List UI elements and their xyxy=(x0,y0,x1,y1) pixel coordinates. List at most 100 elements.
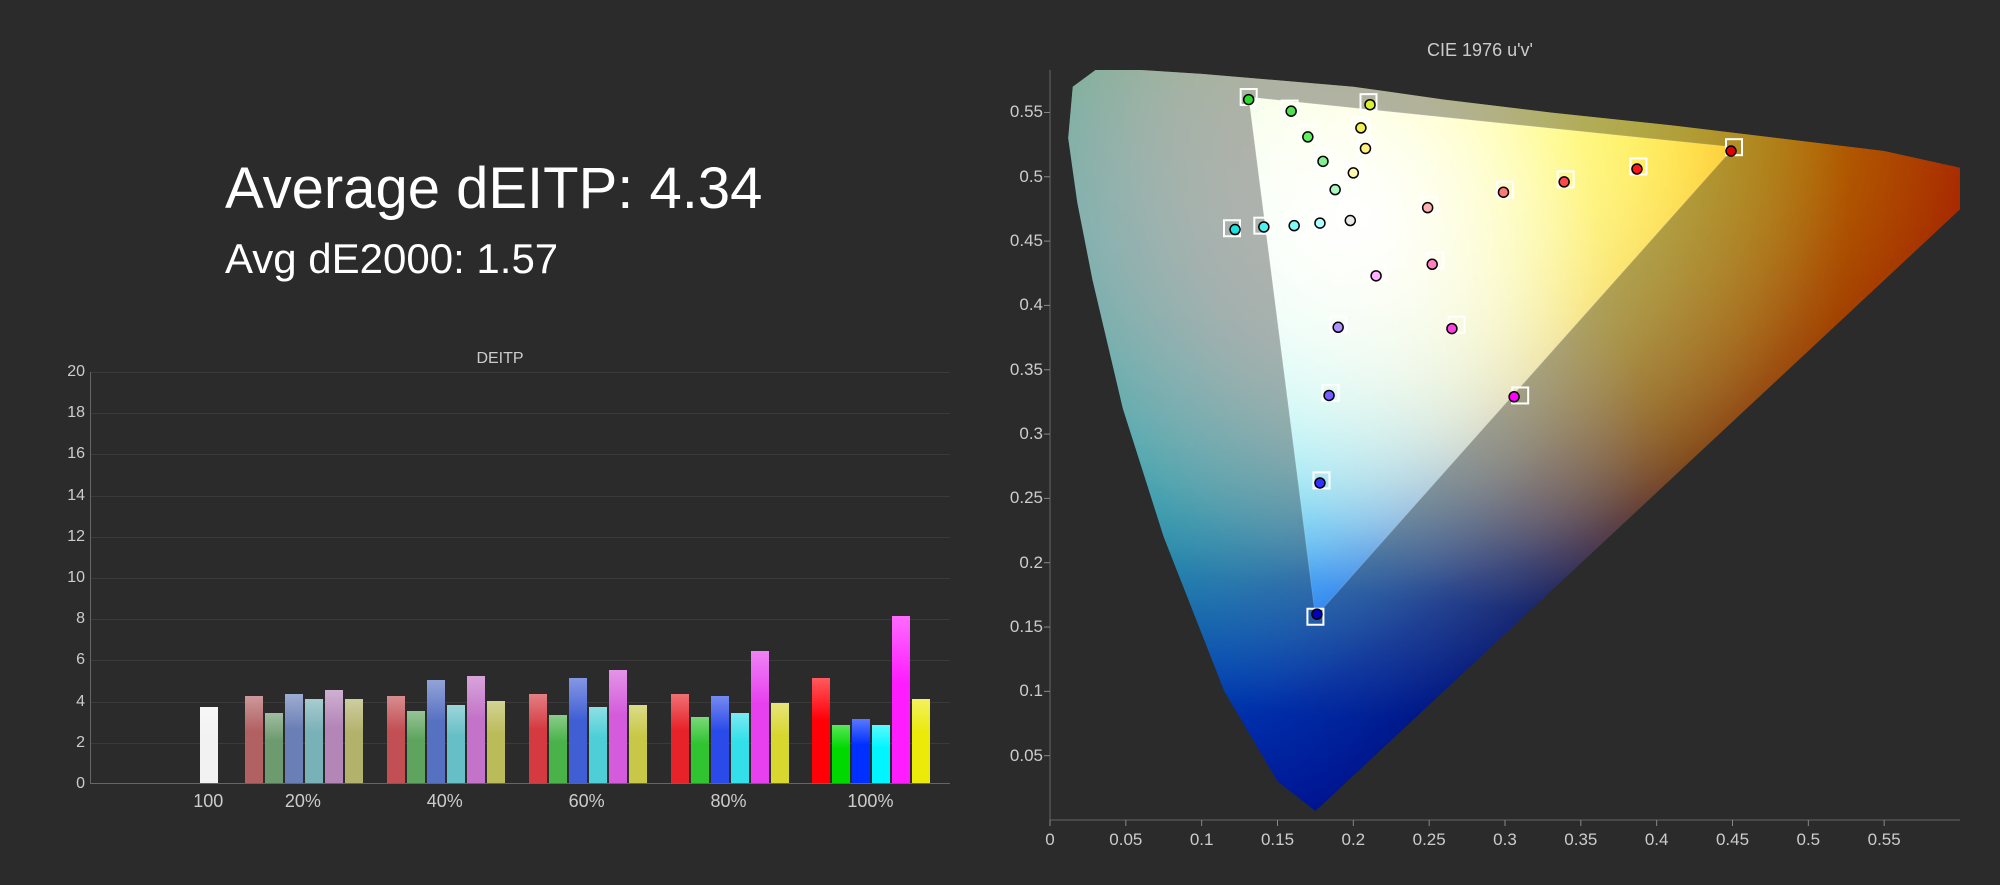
cie-x-tick: 0.45 xyxy=(1716,830,1749,850)
bar-y-tick: 18 xyxy=(60,404,85,422)
cie-measured-point xyxy=(1333,322,1343,332)
cie-y-tick: 0.3 xyxy=(1005,424,1043,444)
cie-chart-plot xyxy=(1050,70,1960,820)
bar-green xyxy=(832,725,850,783)
bar-y-tick: 14 xyxy=(60,487,85,505)
cie-y-tick: 0.25 xyxy=(1005,488,1043,508)
cie-x-tick: 0.5 xyxy=(1797,830,1821,850)
cie-chart-title: CIE 1976 u'v' xyxy=(1427,40,1533,61)
cie-measured-point xyxy=(1447,324,1457,334)
cie-y-tick: 0.35 xyxy=(1005,360,1043,380)
bar-magenta xyxy=(892,616,910,783)
cie-measured-point xyxy=(1632,164,1642,174)
bar-chart-plot xyxy=(90,372,950,784)
bar-x-tick: 60% xyxy=(569,791,605,812)
bar-blue xyxy=(711,696,729,783)
cie-x-tick: 0.4 xyxy=(1645,830,1669,850)
avg-de2000-text: Avg dE2000: 1.57 xyxy=(225,235,558,283)
bar-green xyxy=(407,711,425,783)
cie-measured-point xyxy=(1423,203,1433,213)
cie-measured-point xyxy=(1289,221,1299,231)
bar-cyan xyxy=(872,725,890,783)
bar-green xyxy=(691,717,709,783)
left-panel: Average dEITP: 4.34 Avg dE2000: 1.57 DEI… xyxy=(0,0,980,885)
bar-gridline xyxy=(91,413,950,414)
bar-yellow xyxy=(629,705,647,783)
cie-measured-point xyxy=(1324,390,1334,400)
bar-x-tick: 100 xyxy=(193,791,223,812)
bar-magenta xyxy=(325,690,343,783)
bar-blue xyxy=(285,694,303,783)
bar-blue xyxy=(852,719,870,783)
cie-measured-point xyxy=(1509,392,1519,402)
cie-measured-point xyxy=(1356,123,1366,133)
cie-y-tick: 0.55 xyxy=(1005,102,1043,122)
cie-measured-point xyxy=(1230,225,1240,235)
cie-measured-point xyxy=(1318,156,1328,166)
cie-measured-point xyxy=(1315,478,1325,488)
cie-measured-point xyxy=(1360,143,1370,153)
cie-y-tick: 0.4 xyxy=(1005,295,1043,315)
bar-gridline xyxy=(91,660,950,661)
right-panel: CIE 1976 u'v' 0.05 0.1 0.15 0.2 0.25 0.3 0.35 0… xyxy=(980,0,2000,885)
bar-gridline xyxy=(91,537,950,538)
bar-y-tick: 0 xyxy=(60,775,85,793)
cie-measured-point xyxy=(1726,146,1736,156)
bar-cyan xyxy=(305,699,323,783)
bar-red xyxy=(245,696,263,783)
bar-gridline xyxy=(91,496,950,497)
bar-magenta xyxy=(751,651,769,783)
cie-measured-point xyxy=(1312,609,1322,619)
cie-x-tick: 0.15 xyxy=(1261,830,1294,850)
bar-blue xyxy=(427,680,445,783)
bar-y-tick: 12 xyxy=(60,528,85,546)
bar-magenta xyxy=(467,676,485,783)
cie-measured-point xyxy=(1303,132,1313,142)
bar-red xyxy=(812,678,830,783)
bar-gridline xyxy=(91,619,950,620)
bar-yellow xyxy=(487,701,505,783)
cie-y-tick: 0.5 xyxy=(1005,167,1043,187)
cie-y-tick: 0.05 xyxy=(1005,746,1043,766)
cie-x-tick: 0.35 xyxy=(1564,830,1597,850)
bar-x-tick: 20% xyxy=(285,791,321,812)
cie-y-tick: 0.1 xyxy=(1005,681,1043,701)
cie-x-tick: 0.25 xyxy=(1413,830,1446,850)
bar-x-tick: 40% xyxy=(427,791,463,812)
cie-x-tick: 0.05 xyxy=(1109,830,1142,850)
cie-measured-point xyxy=(1498,187,1508,197)
bar-y-tick: 20 xyxy=(60,363,85,381)
cie-chart: CIE 1976 u'v' 0.05 0.1 0.15 0.2 0.25 0.3 0.35 0… xyxy=(980,40,1980,870)
cie-x-tick: 0.1 xyxy=(1190,830,1214,850)
avg-deitp-text: Average dEITP: 4.34 xyxy=(225,155,762,222)
cie-measured-point xyxy=(1427,259,1437,269)
bar-y-tick: 10 xyxy=(60,569,85,587)
bar-yellow xyxy=(912,699,930,783)
bar-green xyxy=(265,713,283,783)
bar-red xyxy=(529,694,547,783)
bar-green xyxy=(549,715,567,783)
bar-blue xyxy=(569,678,587,783)
cie-y-tick: 0.45 xyxy=(1005,231,1043,251)
cie-measured-point xyxy=(1345,216,1355,226)
cie-measured-point xyxy=(1559,177,1569,187)
bar-x-tick: 100% xyxy=(847,791,893,812)
bar-y-tick: 2 xyxy=(60,734,85,752)
bar-gridline xyxy=(91,578,950,579)
cie-x-tick: 0.55 xyxy=(1868,830,1901,850)
bar-white xyxy=(200,707,218,783)
bar-gridline xyxy=(91,372,950,373)
cie-measured-point xyxy=(1286,106,1296,116)
cie-x-tick: 0 xyxy=(1045,830,1054,850)
bar-cyan xyxy=(589,707,607,783)
bar-cyan xyxy=(731,713,749,783)
cie-y-tick: 0.2 xyxy=(1005,553,1043,573)
bar-x-tick: 80% xyxy=(711,791,747,812)
cie-svg xyxy=(1050,70,1960,820)
cie-measured-point xyxy=(1371,271,1381,281)
cie-measured-point xyxy=(1330,185,1340,195)
cie-measured-point xyxy=(1365,100,1375,110)
bar-red xyxy=(671,694,689,783)
bar-red xyxy=(387,696,405,783)
bar-chart: DEITP 0246810121416182010020%40%60%80%10… xyxy=(40,350,960,820)
